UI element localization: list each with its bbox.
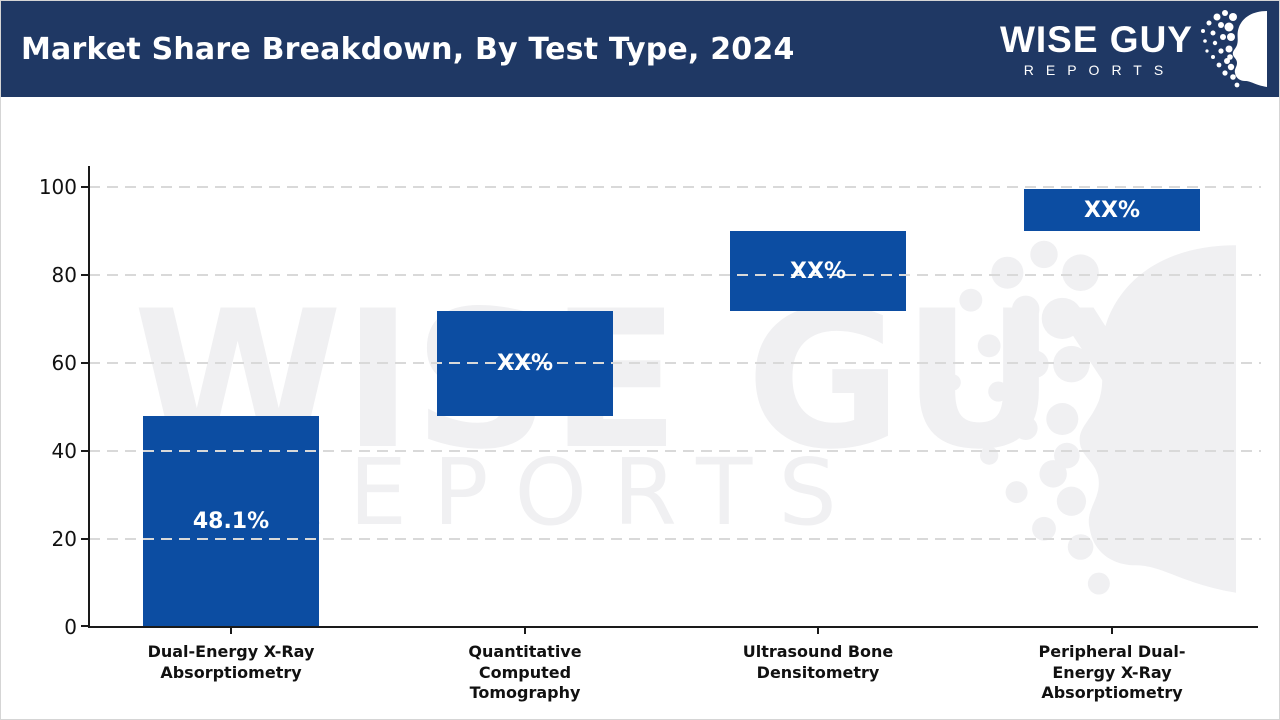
x-axis-line <box>88 626 1258 628</box>
category-label: Ultrasound Bone Densitometry <box>742 642 894 682</box>
watermark-subtitle: REPORTS <box>259 439 863 546</box>
y-tick <box>81 362 89 364</box>
bar-value-label: XX% <box>1084 197 1140 223</box>
bar-value-label: XX% <box>790 258 846 284</box>
bar-segment-4 <box>1024 189 1200 231</box>
y-tick-label: 100 <box>38 175 77 199</box>
bar-value-label: XX% <box>497 351 553 376</box>
x-tick <box>524 628 526 634</box>
brand-wordmark: WISE GUY REPORTS <box>999 18 1193 78</box>
y-tick-label: 80 <box>51 263 77 287</box>
y-tick <box>81 186 89 188</box>
bar-segment-3 <box>730 231 906 311</box>
y-tick <box>81 274 89 276</box>
brand-subtitle: REPORTS <box>1023 61 1176 78</box>
bar-value-label: 48.1% <box>192 508 270 534</box>
y-tick-label: 20 <box>51 527 77 551</box>
x-tick <box>1111 628 1113 634</box>
y-tick-label: 0 <box>64 615 77 639</box>
y-tick <box>81 625 89 627</box>
chart-title: Market Share Breakdown, By Test Type, 20… <box>21 31 795 67</box>
gridline-100 <box>89 186 1261 188</box>
gridline-80 <box>89 274 1261 276</box>
y-tick <box>81 538 89 540</box>
header: Market Share Breakdown, By Test Type, 20… <box>1 1 1279 97</box>
y-tick <box>81 450 89 452</box>
category-label: Peripheral Dual-Energy X-Ray Absorptiome… <box>1038 642 1186 702</box>
y-tick-label: 60 <box>51 351 77 375</box>
watermark-face-icon <box>934 240 1236 595</box>
category-label: Dual-Energy X-Ray Absorptiometry <box>147 642 315 682</box>
x-tick <box>230 628 232 634</box>
brand-face-icon <box>1201 10 1267 88</box>
y-axis-line <box>88 166 90 627</box>
brand-logo: WISE GUY REPORTS <box>1000 7 1267 91</box>
y-tick-label: 40 <box>51 439 77 463</box>
category-label: Quantitative Computed Tomography <box>468 642 582 702</box>
gridline-60 <box>89 362 1261 364</box>
gridline-20 <box>89 538 1261 540</box>
gridline-40 <box>89 450 1261 452</box>
x-tick <box>817 628 819 634</box>
brand-name: WISE GUY <box>999 18 1193 60</box>
